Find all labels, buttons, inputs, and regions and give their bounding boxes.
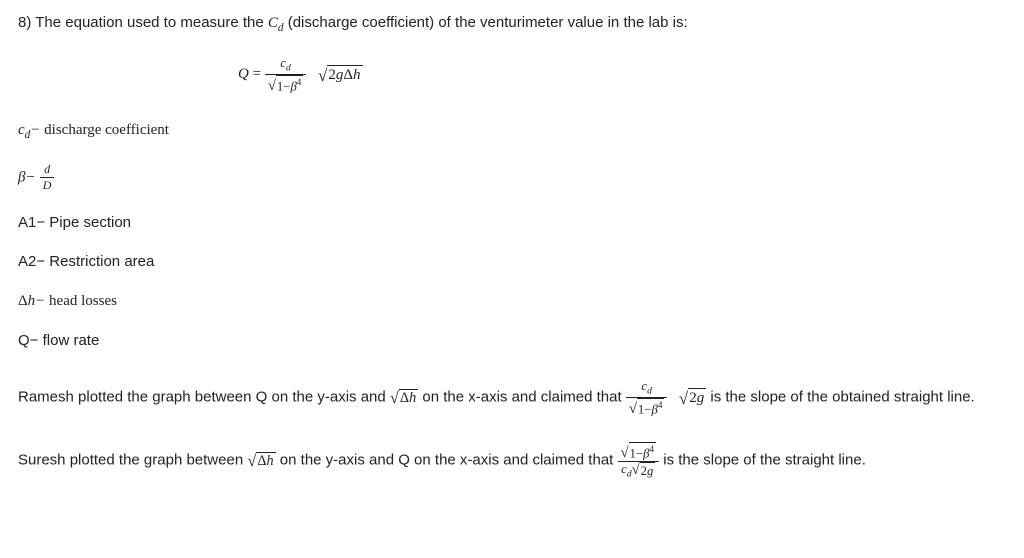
eq-sign: = bbox=[249, 66, 265, 82]
def-a1: A1− Pipe section bbox=[18, 214, 1006, 231]
var-Cd: Cd bbox=[268, 15, 284, 31]
question-text-1: The equation used to measure the bbox=[35, 14, 268, 31]
eq-sqrt: √2gΔh bbox=[318, 65, 363, 84]
suresh-line: Suresh plotted the graph between √Δh on … bbox=[18, 442, 1006, 479]
def-beta: β− d D bbox=[18, 163, 1006, 192]
def-a2: A2− Restriction area bbox=[18, 253, 1006, 270]
ramesh-line: Ramesh plotted the graph between Q on th… bbox=[18, 379, 1006, 416]
eq-fraction: cd √1−β4 bbox=[265, 56, 307, 93]
question-line: 8) The equation used to measure the Cd (… bbox=[18, 14, 1006, 34]
question-number: 8) bbox=[18, 14, 31, 31]
def-q: Q− flow rate bbox=[18, 332, 1006, 349]
eq-lhs: Q bbox=[238, 66, 249, 82]
question-text-2: (discharge coefficient) of the venturime… bbox=[284, 14, 688, 31]
def-dh: Δh− head losses bbox=[18, 292, 1006, 310]
equation-block: Q = cd √1−β4 √2gΔh bbox=[238, 56, 1006, 93]
def-cd: cd− discharge coefficient bbox=[18, 121, 1006, 141]
